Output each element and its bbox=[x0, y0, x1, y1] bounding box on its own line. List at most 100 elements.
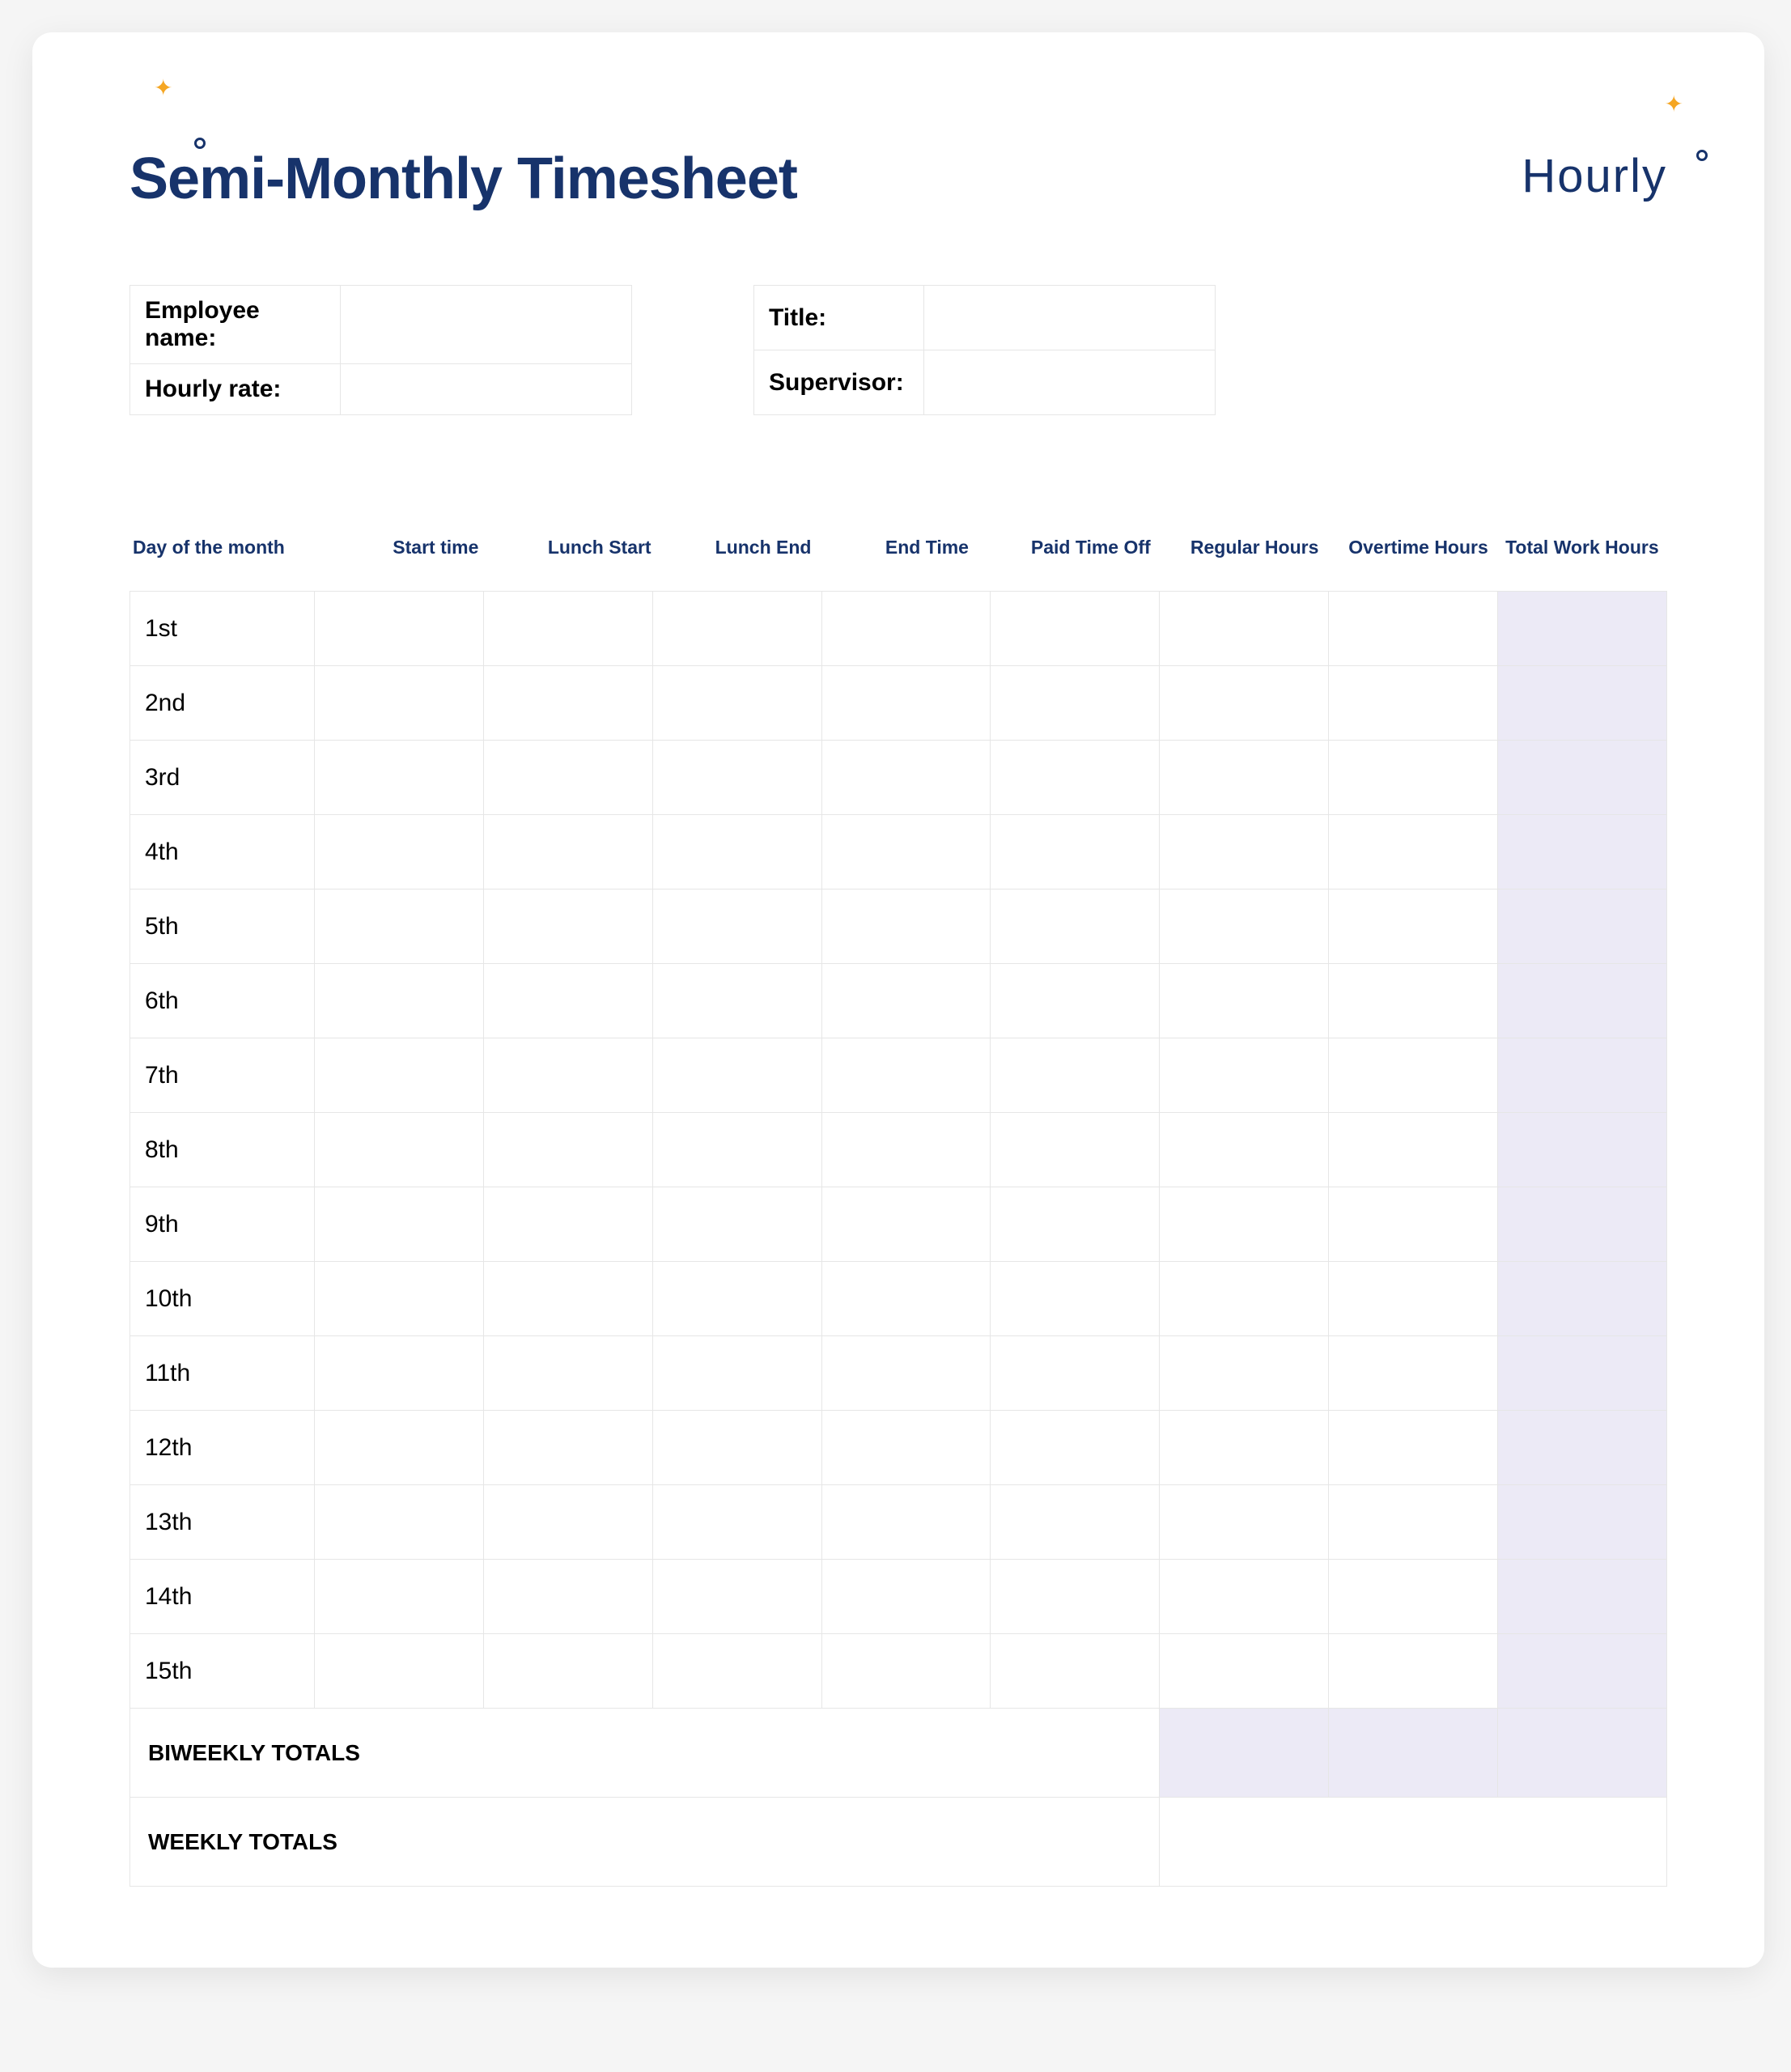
cell-start-time[interactable] bbox=[314, 1634, 483, 1709]
cell-lunch-start[interactable] bbox=[483, 1634, 652, 1709]
cell-overtime-hours[interactable] bbox=[1329, 592, 1498, 666]
cell-lunch-end[interactable] bbox=[652, 666, 821, 741]
cell-pto[interactable] bbox=[991, 1560, 1160, 1634]
cell-overtime-hours[interactable] bbox=[1329, 1187, 1498, 1262]
cell-lunch-start[interactable] bbox=[483, 890, 652, 964]
cell-lunch-start[interactable] bbox=[483, 815, 652, 890]
cell-lunch-end[interactable] bbox=[652, 1560, 821, 1634]
cell-lunch-start[interactable] bbox=[483, 1187, 652, 1262]
cell-regular-hours[interactable] bbox=[1160, 890, 1329, 964]
cell-pto[interactable] bbox=[991, 1634, 1160, 1709]
cell-start-time[interactable] bbox=[314, 666, 483, 741]
cell-lunch-end[interactable] bbox=[652, 964, 821, 1038]
cell-pto[interactable] bbox=[991, 592, 1160, 666]
cell-start-time[interactable] bbox=[314, 741, 483, 815]
cell-pto[interactable] bbox=[991, 1187, 1160, 1262]
cell-overtime-hours[interactable] bbox=[1329, 1336, 1498, 1411]
cell-regular-hours[interactable] bbox=[1160, 1113, 1329, 1187]
cell-regular-hours[interactable] bbox=[1160, 1038, 1329, 1113]
cell-end-time[interactable] bbox=[821, 1634, 991, 1709]
cell-end-time[interactable] bbox=[821, 592, 991, 666]
cell-lunch-end[interactable] bbox=[652, 1038, 821, 1113]
cell-overtime-hours[interactable] bbox=[1329, 666, 1498, 741]
cell-lunch-start[interactable] bbox=[483, 1411, 652, 1485]
cell-start-time[interactable] bbox=[314, 1560, 483, 1634]
cell-start-time[interactable] bbox=[314, 1262, 483, 1336]
cell-lunch-end[interactable] bbox=[652, 1262, 821, 1336]
cell-lunch-end[interactable] bbox=[652, 592, 821, 666]
cell-lunch-end[interactable] bbox=[652, 741, 821, 815]
cell-start-time[interactable] bbox=[314, 815, 483, 890]
cell-start-time[interactable] bbox=[314, 890, 483, 964]
cell-regular-hours[interactable] bbox=[1160, 741, 1329, 815]
cell-end-time[interactable] bbox=[821, 1113, 991, 1187]
cell-overtime-hours[interactable] bbox=[1329, 964, 1498, 1038]
cell-start-time[interactable] bbox=[314, 1038, 483, 1113]
cell-lunch-end[interactable] bbox=[652, 1113, 821, 1187]
cell-overtime-hours[interactable] bbox=[1329, 741, 1498, 815]
cell-end-time[interactable] bbox=[821, 1262, 991, 1336]
cell-lunch-start[interactable] bbox=[483, 1560, 652, 1634]
cell-end-time[interactable] bbox=[821, 1038, 991, 1113]
cell-lunch-end[interactable] bbox=[652, 815, 821, 890]
field-supervisor[interactable] bbox=[924, 350, 1216, 415]
cell-pto[interactable] bbox=[991, 1336, 1160, 1411]
cell-regular-hours[interactable] bbox=[1160, 1187, 1329, 1262]
cell-regular-hours[interactable] bbox=[1160, 1336, 1329, 1411]
cell-end-time[interactable] bbox=[821, 964, 991, 1038]
cell-end-time[interactable] bbox=[821, 1411, 991, 1485]
cell-end-time[interactable] bbox=[821, 815, 991, 890]
cell-lunch-end[interactable] bbox=[652, 1485, 821, 1560]
cell-lunch-start[interactable] bbox=[483, 741, 652, 815]
cell-overtime-hours[interactable] bbox=[1329, 1560, 1498, 1634]
field-hourly-rate[interactable] bbox=[341, 364, 632, 415]
cell-pto[interactable] bbox=[991, 1262, 1160, 1336]
cell-start-time[interactable] bbox=[314, 592, 483, 666]
cell-start-time[interactable] bbox=[314, 1485, 483, 1560]
cell-pto[interactable] bbox=[991, 964, 1160, 1038]
cell-lunch-end[interactable] bbox=[652, 1336, 821, 1411]
cell-overtime-hours[interactable] bbox=[1329, 1113, 1498, 1187]
cell-lunch-start[interactable] bbox=[483, 592, 652, 666]
cell-lunch-start[interactable] bbox=[483, 666, 652, 741]
cell-start-time[interactable] bbox=[314, 1336, 483, 1411]
field-employee-name[interactable] bbox=[341, 286, 632, 364]
cell-lunch-start[interactable] bbox=[483, 1336, 652, 1411]
cell-regular-hours[interactable] bbox=[1160, 1634, 1329, 1709]
cell-lunch-start[interactable] bbox=[483, 1485, 652, 1560]
cell-lunch-start[interactable] bbox=[483, 1113, 652, 1187]
cell-pto[interactable] bbox=[991, 1113, 1160, 1187]
cell-pto[interactable] bbox=[991, 1485, 1160, 1560]
cell-regular-hours[interactable] bbox=[1160, 1411, 1329, 1485]
cell-lunch-start[interactable] bbox=[483, 1038, 652, 1113]
cell-end-time[interactable] bbox=[821, 741, 991, 815]
cell-start-time[interactable] bbox=[314, 1411, 483, 1485]
cell-regular-hours[interactable] bbox=[1160, 1485, 1329, 1560]
cell-end-time[interactable] bbox=[821, 1336, 991, 1411]
cell-lunch-end[interactable] bbox=[652, 1411, 821, 1485]
cell-overtime-hours[interactable] bbox=[1329, 1634, 1498, 1709]
field-title[interactable] bbox=[924, 286, 1216, 350]
cell-overtime-hours[interactable] bbox=[1329, 1262, 1498, 1336]
cell-regular-hours[interactable] bbox=[1160, 1262, 1329, 1336]
cell-regular-hours[interactable] bbox=[1160, 592, 1329, 666]
cell-end-time[interactable] bbox=[821, 1485, 991, 1560]
cell-lunch-start[interactable] bbox=[483, 964, 652, 1038]
cell-lunch-end[interactable] bbox=[652, 1634, 821, 1709]
cell-start-time[interactable] bbox=[314, 1113, 483, 1187]
cell-pto[interactable] bbox=[991, 815, 1160, 890]
cell-regular-hours[interactable] bbox=[1160, 666, 1329, 741]
cell-pto[interactable] bbox=[991, 1038, 1160, 1113]
cell-lunch-start[interactable] bbox=[483, 1262, 652, 1336]
cell-pto[interactable] bbox=[991, 1411, 1160, 1485]
cell-overtime-hours[interactable] bbox=[1329, 815, 1498, 890]
cell-end-time[interactable] bbox=[821, 890, 991, 964]
cell-regular-hours[interactable] bbox=[1160, 1560, 1329, 1634]
cell-end-time[interactable] bbox=[821, 666, 991, 741]
cell-pto[interactable] bbox=[991, 741, 1160, 815]
cell-overtime-hours[interactable] bbox=[1329, 1485, 1498, 1560]
cell-regular-hours[interactable] bbox=[1160, 815, 1329, 890]
cell-lunch-end[interactable] bbox=[652, 890, 821, 964]
cell-lunch-end[interactable] bbox=[652, 1187, 821, 1262]
cell-end-time[interactable] bbox=[821, 1560, 991, 1634]
